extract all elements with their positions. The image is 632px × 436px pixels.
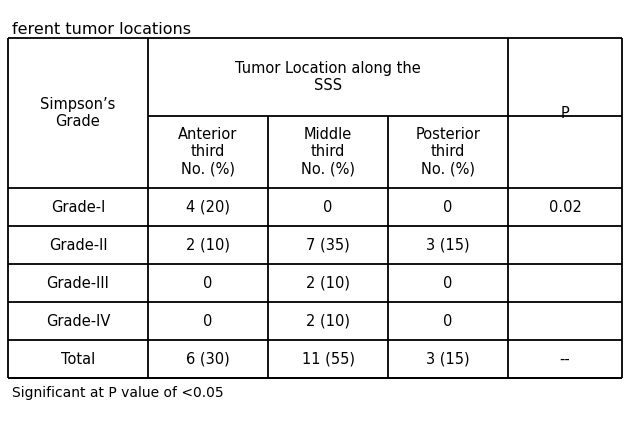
Text: --: -- xyxy=(559,351,570,367)
Text: 0: 0 xyxy=(443,313,453,328)
Text: P: P xyxy=(561,106,569,120)
Text: Middle
third
No. (%): Middle third No. (%) xyxy=(301,127,355,177)
Text: 0: 0 xyxy=(204,313,213,328)
Text: Significant at P value of <0.05: Significant at P value of <0.05 xyxy=(12,386,224,400)
Text: ferent tumor locations: ferent tumor locations xyxy=(12,22,191,37)
Text: Grade-III: Grade-III xyxy=(47,276,109,290)
Text: 0: 0 xyxy=(443,276,453,290)
Text: Anterior
third
No. (%): Anterior third No. (%) xyxy=(178,127,238,177)
Text: Tumor Location along the
SSS: Tumor Location along the SSS xyxy=(235,61,421,93)
Text: Grade-I: Grade-I xyxy=(51,200,105,215)
Text: 2 (10): 2 (10) xyxy=(186,238,230,252)
Text: Simpson’s
Grade: Simpson’s Grade xyxy=(40,97,116,129)
Text: 2 (10): 2 (10) xyxy=(306,276,350,290)
Text: 3 (15): 3 (15) xyxy=(426,238,470,252)
Text: 7 (35): 7 (35) xyxy=(306,238,350,252)
Text: Total: Total xyxy=(61,351,95,367)
Text: Grade-IV: Grade-IV xyxy=(46,313,110,328)
Text: 0: 0 xyxy=(204,276,213,290)
Text: 2 (10): 2 (10) xyxy=(306,313,350,328)
Text: Posterior
third
No. (%): Posterior third No. (%) xyxy=(416,127,480,177)
Text: 6 (30): 6 (30) xyxy=(186,351,230,367)
Text: 3 (15): 3 (15) xyxy=(426,351,470,367)
Text: 0.02: 0.02 xyxy=(549,200,581,215)
Text: 11 (55): 11 (55) xyxy=(301,351,355,367)
Text: 0: 0 xyxy=(443,200,453,215)
Text: 0: 0 xyxy=(324,200,332,215)
Text: 4 (20): 4 (20) xyxy=(186,200,230,215)
Text: Grade-II: Grade-II xyxy=(49,238,107,252)
